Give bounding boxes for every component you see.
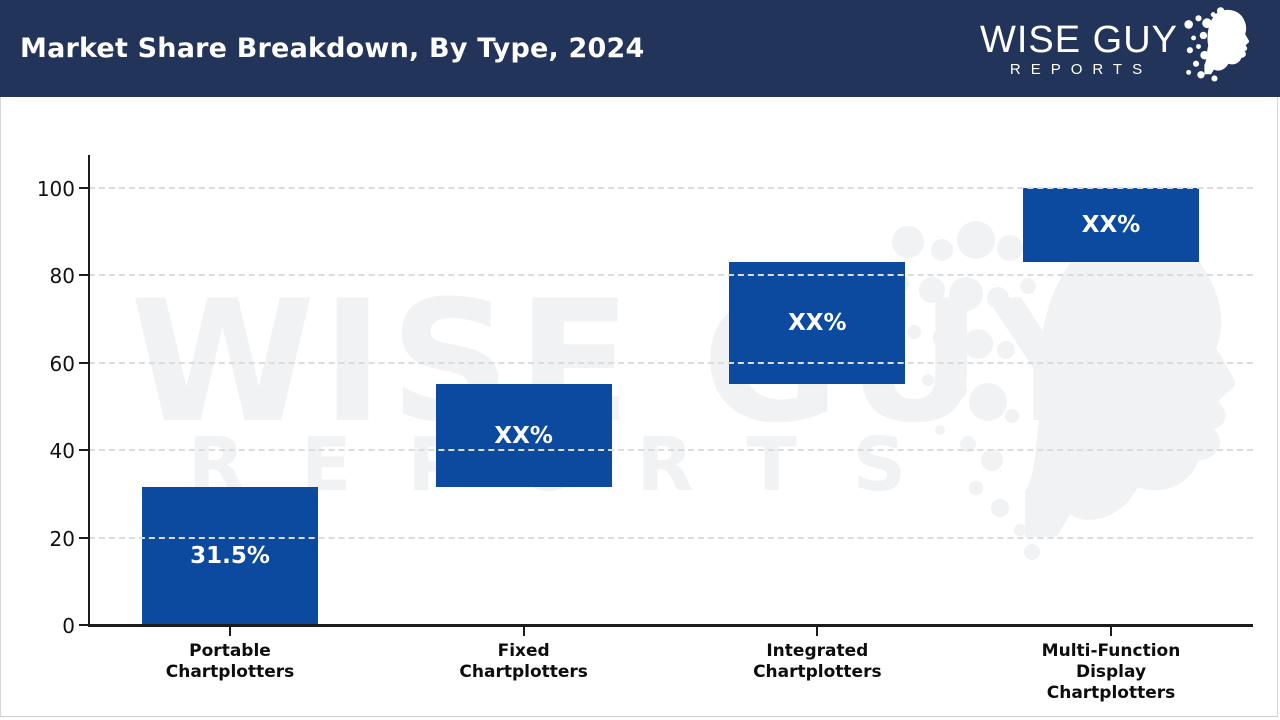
y-axis-tick: [79, 274, 88, 276]
bar-segment: 31.5%: [142, 487, 318, 625]
y-gridline: [89, 274, 1253, 276]
watermark-head-profile-icon: [891, 221, 1236, 560]
y-axis-tick: [79, 536, 88, 539]
bar-value-label: XX%: [1081, 211, 1141, 238]
category-label-line: Chartplotters: [459, 662, 588, 682]
chart-title: Market Share Breakdown, By Type, 2024: [20, 33, 645, 64]
category-label-line: Chartplotters: [753, 662, 882, 682]
category-label-line: Display: [1075, 662, 1147, 682]
y-tick-label: 40: [49, 439, 75, 463]
x-axis-tick: [1110, 627, 1112, 636]
category-label: Integrated Chartplotters: [687, 641, 947, 683]
brand-name: WISE GUY: [979, 19, 1178, 61]
category-label: Multi-Function Display Chartplotters: [981, 641, 1241, 704]
header-bar: Market Share Breakdown, By Type, 2024 WI…: [0, 0, 1280, 97]
y-tick-label: 60: [49, 351, 75, 376]
x-axis-tick: [816, 627, 819, 636]
category-label-line: Fixed: [497, 641, 550, 661]
bar-segment: XX%: [1023, 187, 1199, 262]
bar-value-label: 31.5%: [190, 543, 270, 570]
category-label: Fixed Chartplotters: [394, 641, 654, 683]
y-gridline: [89, 361, 1253, 364]
bar-segment: XX%: [729, 261, 906, 385]
brand-logo: WISE GUY REPORTS: [978, 6, 1268, 92]
bar-segment: XX%: [435, 384, 612, 488]
category-label-line: Chartplotters: [165, 662, 295, 682]
bar-value-label: XX%: [494, 422, 553, 449]
brand-subtitle: REPORTS: [1009, 61, 1153, 78]
y-axis-tick: [79, 624, 88, 626]
y-tick-label: 20: [49, 526, 75, 551]
y-axis-tick: [79, 361, 88, 364]
y-gridline: [89, 449, 1253, 451]
head-profile-logo-icon: [1184, 7, 1250, 82]
y-tick-label: 100: [36, 176, 75, 201]
category-label-line: Portable: [189, 641, 271, 661]
x-axis-tick: [229, 627, 231, 636]
y-axis: [88, 155, 90, 627]
y-gridline: [89, 536, 1253, 539]
y-axis-tick: [79, 449, 88, 451]
brand-logo-text: WISE GUY REPORTS: [980, 21, 1178, 77]
y-tick-label: 80: [49, 264, 75, 288]
category-label-line: Chartplotters: [1046, 683, 1176, 703]
y-axis-tick: [79, 186, 88, 189]
y-gridline: [89, 186, 1253, 189]
x-axis: [88, 624, 1253, 627]
category-label-line: Multi-Function: [1041, 641, 1181, 661]
y-tick-label: 0: [62, 614, 75, 638]
bar-value-label: XX%: [788, 310, 847, 337]
x-axis-tick: [522, 627, 525, 636]
category-label-line: Integrated: [766, 641, 869, 661]
category-label: Portable Chartplotters: [100, 641, 360, 683]
